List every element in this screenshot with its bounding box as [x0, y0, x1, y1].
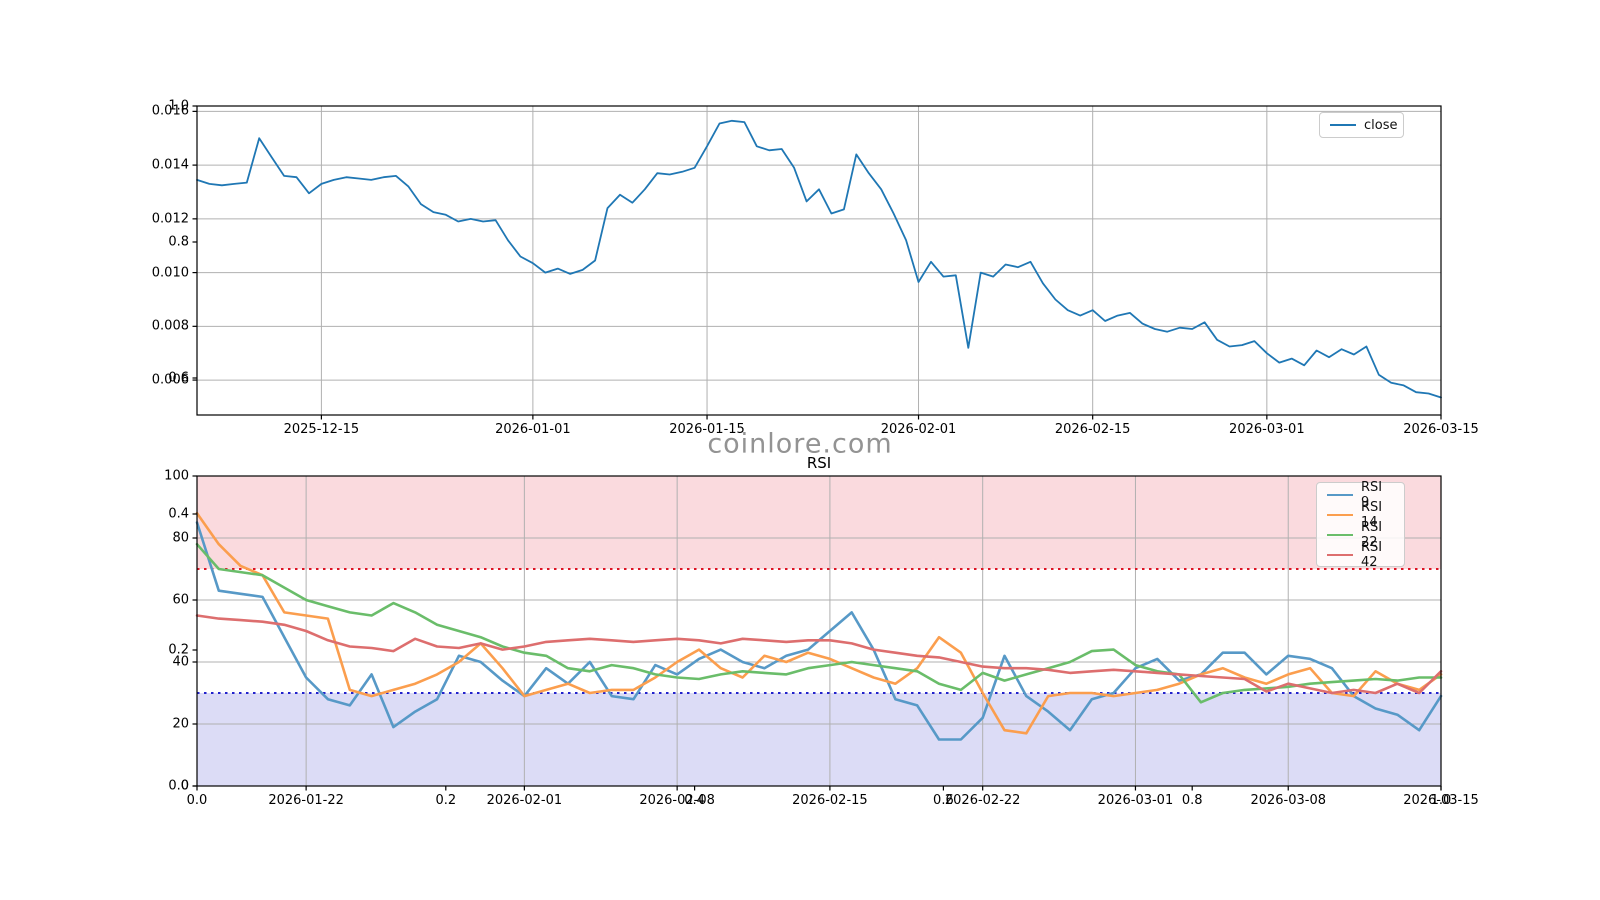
legend-label: RSI 42	[1361, 539, 1383, 570]
price-y-tick-label: 0.006	[151, 372, 189, 388]
rsi-legend: RSI 9 RSI 14 RSI 22 RSI 42	[1316, 480, 1405, 570]
price-x-tick-label: 2026-01-15	[669, 422, 745, 437]
rsi-x-tick-label: 2026-02-01	[486, 793, 563, 808]
price-y-tick-label: 0.016	[151, 103, 189, 119]
legend-entry: close	[1330, 117, 1397, 133]
price-x-tick-label: 2026-03-01	[1229, 422, 1305, 437]
legend-line-sample-icon	[1327, 493, 1353, 496]
price-y-tick-label: 0.010	[151, 265, 189, 281]
price-x-tick-label: 2026-02-01	[880, 422, 957, 437]
rsi-x-tick-label: 2026-02-15	[792, 793, 868, 808]
rsi-y-tick-label: 100	[164, 468, 189, 484]
price-x-tick-label: 2026-03-15	[1403, 422, 1479, 437]
rsi-x-tick-label: 2026-03-01	[1097, 793, 1174, 808]
rsi-y-tick-label: 20	[172, 716, 189, 732]
rsi-x-tick-label: 2026-01-22	[268, 793, 344, 808]
legend-entry: RSI 22	[1327, 520, 1394, 550]
overlay-x-tick-label: 0.2	[435, 793, 457, 808]
legend-label: RSI 9	[1361, 479, 1383, 510]
price-y-tick-label: 0.008	[151, 318, 189, 334]
legend-label: close	[1364, 117, 1398, 133]
price-y-tick-label: 0.014	[151, 157, 189, 173]
price-x-tick-label: 2026-02-15	[1054, 422, 1131, 437]
overlay-x-tick-label: 0.0	[186, 793, 208, 808]
rsi-y-tick-label: 80	[172, 530, 189, 546]
legend-label: RSI 14	[1361, 499, 1383, 530]
rsi-y-tick-label: 40	[172, 654, 189, 670]
overlay-y-tick-label: 0.0	[168, 778, 189, 794]
rsi-y-tick-label: 60	[172, 592, 189, 608]
price-y-tick-label: 0.012	[151, 211, 189, 227]
rsi-x-tick-label: 2026-03-15	[1403, 793, 1479, 808]
legend-label: RSI 22	[1361, 519, 1383, 550]
overlay-x-tick-label: 0.4	[684, 793, 705, 808]
rsi-x-tick-label: 2026-03-08	[1250, 793, 1326, 808]
legend-line-sample-icon	[1327, 553, 1353, 556]
price-x-tick-label: 2025-12-15	[283, 422, 360, 437]
overlay-y-tick-label: 0.6	[168, 370, 189, 386]
coinlore-watermark: coinlore.com	[707, 428, 893, 460]
overlay-y-tick-label: 1.0	[168, 98, 189, 114]
legend-entry: RSI 9	[1327, 480, 1394, 510]
price-x-tick-label: 2026-01-01	[495, 422, 571, 437]
overlay-y-tick-label: 0.4	[168, 506, 189, 522]
rsi-x-tick-label: 2026-02-08	[639, 793, 715, 808]
rsi-panel-title: RSI	[806, 454, 832, 472]
overlay-x-tick-label: 0.6	[933, 793, 954, 808]
overlay-x-tick-label: 0.8	[1181, 793, 1203, 808]
legend-entry: RSI 14	[1327, 500, 1394, 530]
legend-line-sample-icon	[1330, 124, 1356, 126]
overlay-x-tick-label: 1.0	[1430, 793, 1452, 808]
price-legend: close	[1319, 112, 1404, 138]
rsi-x-tick-label: 2026-02-22	[944, 793, 1021, 808]
legend-entry: RSI 42	[1327, 540, 1394, 570]
legend-line-sample-icon	[1327, 513, 1353, 516]
overlay-y-tick-label: 0.2	[168, 642, 189, 658]
rsi-y-tick-label: 0	[180, 778, 189, 794]
overlay-y-tick-label: 0.8	[168, 234, 189, 250]
legend-line-sample-icon	[1327, 533, 1353, 536]
